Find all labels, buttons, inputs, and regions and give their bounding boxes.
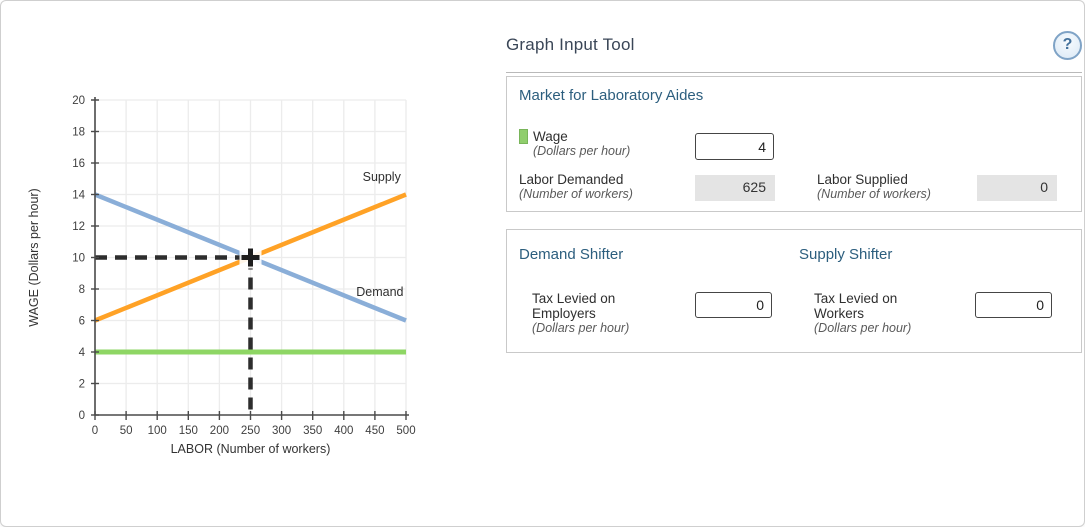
tax-workers-label-group: Tax Levied on Workers (Dollars per hour) [814, 291, 939, 336]
y-tick-label: 6 [79, 316, 85, 328]
y-tick-label: 10 [72, 253, 85, 265]
x-tick-label: 500 [396, 425, 415, 437]
tax-workers-label: Tax Levied on Workers [814, 291, 898, 321]
demand-curve-label: Demand [356, 285, 403, 299]
header-divider [506, 72, 1082, 73]
tax-employers-sublabel: (Dollars per hour) [532, 321, 630, 335]
labor-market-chart: 0 2 4 6 8 10 12 14 16 18 20 0 50 100 150 200 250 300 350 40… [1, 81, 471, 481]
y-tick-label: 14 [72, 190, 85, 202]
y-tick-label: 2 [79, 379, 85, 391]
labor-demanded-sublabel: (Number of workers) [519, 187, 633, 201]
x-tick-label: 0 [92, 425, 98, 437]
x-tick-label: 300 [272, 425, 291, 437]
y-tick-label: 8 [79, 284, 85, 296]
x-axis-title: LABOR (Number of workers) [171, 442, 331, 456]
wage-field-group: Wage (Dollars per hour) [519, 129, 630, 159]
labor-demanded-label-group: Labor Demanded (Number of workers) [519, 172, 633, 202]
x-tick-label: 100 [148, 425, 167, 437]
supply-curve-label: Supply [363, 170, 402, 184]
y-tick-label: 20 [72, 95, 85, 107]
help-icon[interactable]: ? [1053, 30, 1082, 60]
labor-supplied-value: 0 [977, 175, 1057, 201]
y-tick-label: 0 [79, 410, 85, 422]
wage-label: Wage [533, 129, 568, 144]
wage-line-swatch-icon [519, 129, 528, 144]
tax-workers-input[interactable] [975, 292, 1052, 318]
y-tick-label: 16 [72, 158, 85, 170]
y-axis-title: WAGE (Dollars per hour) [27, 188, 41, 326]
y-tick-label: 12 [72, 221, 85, 233]
wage-input[interactable] [695, 133, 774, 160]
page-title: Graph Input Tool [506, 35, 635, 54]
x-tick-label: 50 [120, 425, 133, 437]
tax-employers-input[interactable] [695, 292, 772, 318]
x-tick-label: 250 [241, 425, 260, 437]
tax-employers-label-group: Tax Levied on Employers (Dollars per hou… [532, 291, 657, 336]
supply-shifter-title: Supply Shifter [799, 246, 893, 263]
x-tick-label: 400 [334, 425, 353, 437]
demand-shifter-title: Demand Shifter [519, 246, 624, 263]
tax-workers-sublabel: (Dollars per hour) [814, 321, 912, 335]
x-tick-label: 350 [303, 425, 322, 437]
tool-header: Graph Input Tool ? [506, 27, 1082, 63]
x-tick-label: 200 [210, 425, 229, 437]
labor-supplied-sublabel: (Number of workers) [817, 187, 931, 201]
x-tick-label: 150 [179, 425, 198, 437]
market-panel: Market for Laboratory Aides Wage (Dollar… [506, 76, 1082, 212]
labor-supplied-label: Labor Supplied [817, 172, 908, 187]
shifter-panel: Demand Shifter Supply Shifter Tax Levied… [506, 229, 1082, 353]
tax-employers-label: Tax Levied on Employers [532, 291, 616, 321]
x-tick-label: 450 [365, 425, 384, 437]
labor-supplied-label-group: Labor Supplied (Number of workers) [817, 172, 931, 202]
y-tick-label: 4 [79, 347, 86, 359]
wage-sublabel: (Dollars per hour) [533, 144, 631, 158]
labor-demanded-label: Labor Demanded [519, 172, 624, 187]
market-panel-title: Market for Laboratory Aides [519, 87, 704, 104]
y-tick-label: 18 [72, 127, 85, 139]
labor-demanded-value: 625 [695, 175, 775, 201]
